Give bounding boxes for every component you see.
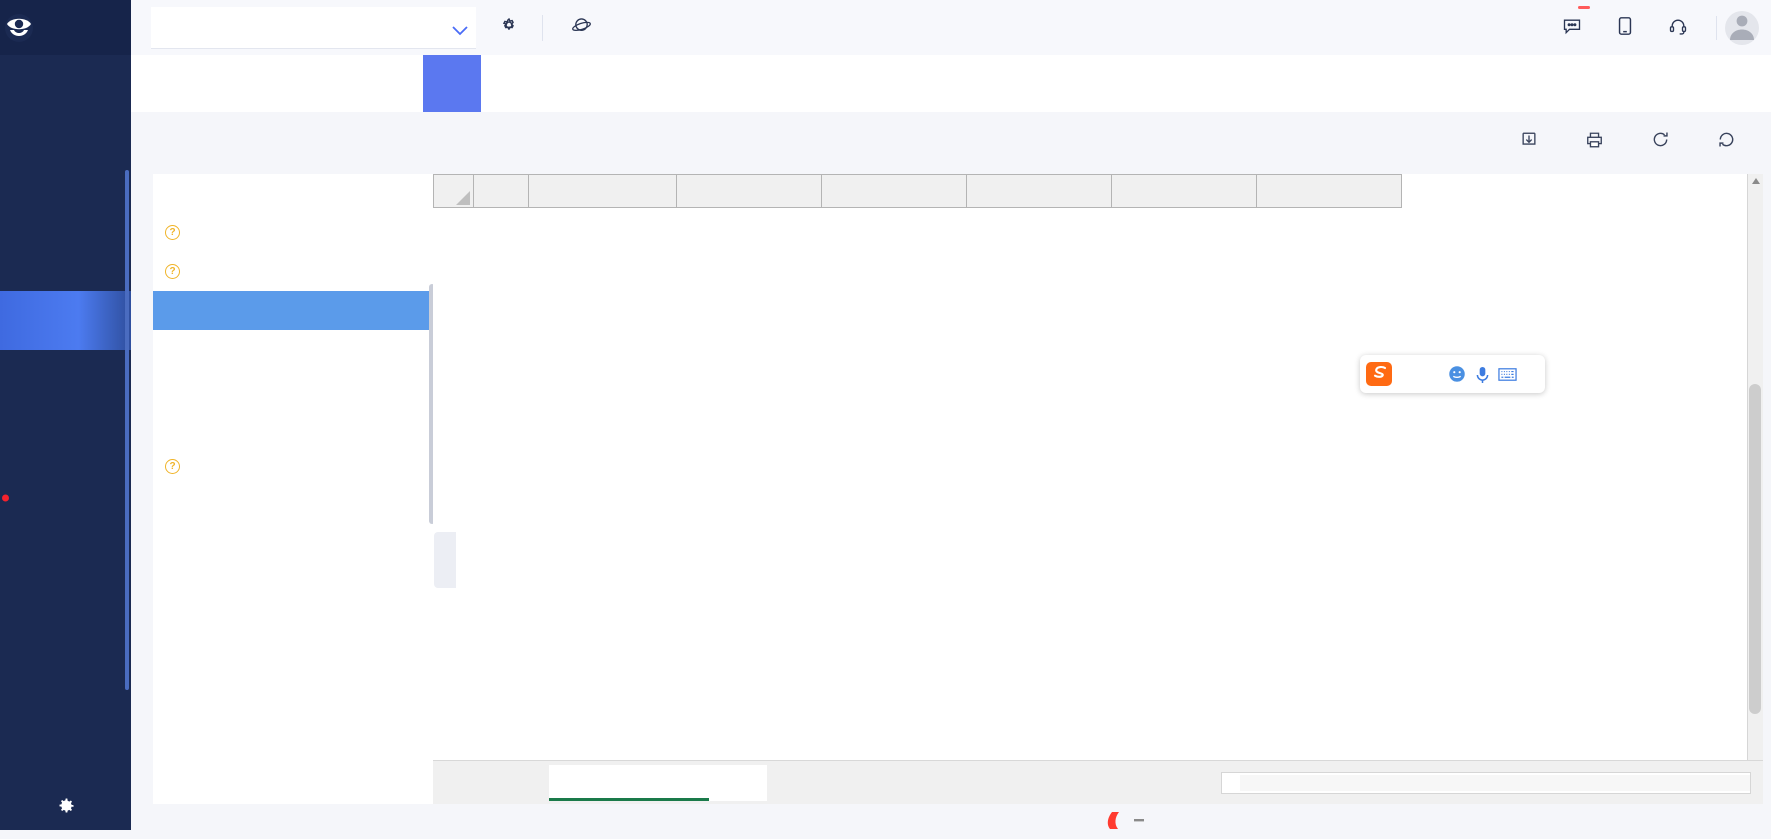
- spreadsheet: [433, 174, 1763, 804]
- help-question-icon[interactable]: ?: [165, 459, 180, 474]
- help-question-icon[interactable]: ?: [165, 264, 180, 279]
- column-header-F[interactable]: [1111, 174, 1257, 208]
- sidebar-item-6[interactable]: [0, 409, 131, 468]
- sidebar-item-8[interactable]: [0, 527, 131, 586]
- warning-row: [131, 112, 1771, 174]
- brand-header: [0, 0, 131, 55]
- view-demo-button[interactable]: [571, 15, 600, 40]
- ime-toolbar: [1360, 355, 1545, 393]
- notification-dot-icon: [2, 494, 9, 501]
- tab-0[interactable]: [131, 55, 191, 112]
- column-header-B[interactable]: [528, 174, 677, 208]
- sidebar-scrollbar[interactable]: [125, 170, 129, 690]
- settings-button[interactable]: [498, 14, 520, 41]
- top-right-divider: [1716, 15, 1717, 40]
- report-file-list: ???: [153, 174, 441, 804]
- file-list-scrollbar[interactable]: [429, 284, 435, 524]
- chevron-down-icon: [452, 23, 468, 36]
- sheet-footer: [433, 760, 1763, 804]
- spreadsheet-grid: [433, 174, 1402, 208]
- top-bar: [131, 0, 1771, 55]
- tab-1[interactable]: [191, 55, 249, 112]
- list-item[interactable]: [153, 330, 441, 369]
- sidebar-item-0[interactable]: [0, 55, 131, 114]
- sidebar-item-4[interactable]: [0, 291, 131, 350]
- sidebar-item-3[interactable]: [0, 232, 131, 291]
- spreadsheet-vertical-scrollbar[interactable]: [1747, 174, 1763, 774]
- column-header-row: [433, 174, 1402, 208]
- corner-triangle-icon: [456, 191, 470, 205]
- sidebar-item-10[interactable]: [0, 645, 131, 704]
- column-header-A[interactable]: [473, 174, 529, 208]
- sheet-tab-blank: [709, 764, 767, 801]
- column-header-C[interactable]: [676, 174, 822, 208]
- list-item[interactable]: [153, 291, 441, 330]
- planet-icon: [571, 15, 592, 40]
- tab-5[interactable]: [423, 55, 481, 112]
- mobile-icon: [1616, 16, 1634, 40]
- column-header-G[interactable]: [1256, 174, 1402, 208]
- scroll-thumb[interactable]: [1749, 384, 1761, 714]
- column-header-D[interactable]: [821, 174, 967, 208]
- refresh-button[interactable]: [1697, 130, 1763, 153]
- scroll-up-arrow-icon[interactable]: [1752, 178, 1760, 184]
- hscroll-track[interactable]: [1240, 774, 1750, 791]
- headset-icon: [1668, 16, 1688, 40]
- refresh-icon: [1717, 130, 1736, 153]
- collapse-panel-handle[interactable]: [434, 532, 456, 588]
- keyboard-icon[interactable]: [1494, 367, 1520, 382]
- list-item[interactable]: [153, 369, 441, 408]
- list-item[interactable]: [153, 564, 441, 603]
- messages-badge: [1578, 5, 1590, 9]
- tab-3[interactable]: [307, 55, 365, 112]
- sidebar: [0, 0, 131, 830]
- sogou-s-icon[interactable]: [1364, 359, 1394, 389]
- smiley-icon[interactable]: [1444, 365, 1470, 383]
- app-download-button[interactable]: [1602, 16, 1654, 40]
- sheet-tab-active[interactable]: [549, 764, 709, 801]
- import-error-select[interactable]: [151, 6, 476, 49]
- tab-bar: [131, 55, 1771, 112]
- list-item[interactable]: [153, 603, 441, 642]
- sidebar-item-2[interactable]: [0, 173, 131, 232]
- list-item[interactable]: [153, 174, 441, 213]
- messages-button[interactable]: [1548, 5, 1602, 40]
- top-right-actions: [1548, 5, 1771, 45]
- help-question-icon[interactable]: ?: [165, 225, 180, 240]
- select-all-corner[interactable]: [433, 174, 474, 208]
- main-content: ???: [131, 112, 1771, 830]
- gear-icon: [498, 17, 520, 40]
- sidebar-item-7[interactable]: [0, 468, 131, 527]
- ime-overflow-glyph: [1090, 812, 1160, 834]
- list-item[interactable]: ?: [153, 252, 441, 291]
- print-icon: [1585, 131, 1604, 153]
- reset-button[interactable]: [1631, 130, 1697, 153]
- list-item[interactable]: [153, 486, 441, 525]
- list-item[interactable]: ?: [153, 213, 441, 252]
- user-avatar-icon: [1727, 14, 1757, 45]
- print-button[interactable]: [1565, 131, 1631, 153]
- gear-icon: [56, 796, 76, 821]
- online-service-button[interactable]: [1654, 16, 1708, 40]
- download-button[interactable]: [1500, 131, 1565, 153]
- sidebar-item-5[interactable]: [0, 350, 131, 409]
- reset-icon: [1651, 130, 1670, 153]
- sidebar-item-9[interactable]: [0, 586, 131, 645]
- avatar[interactable]: [1725, 10, 1759, 45]
- column-header-E[interactable]: [966, 174, 1112, 208]
- list-item[interactable]: [153, 408, 441, 447]
- tab-4[interactable]: [365, 55, 423, 112]
- download-icon: [1520, 131, 1538, 153]
- sidebar-item-1[interactable]: [0, 114, 131, 173]
- sidebar-settings-button[interactable]: [0, 786, 131, 830]
- list-item[interactable]: [153, 525, 441, 564]
- list-item[interactable]: ?: [153, 447, 441, 486]
- toolbar-divider: [542, 14, 543, 41]
- message-icon: [1562, 16, 1582, 40]
- action-buttons: [1500, 130, 1763, 153]
- tab-2[interactable]: [249, 55, 307, 112]
- microphone-icon[interactable]: [1470, 365, 1494, 384]
- spreadsheet-horizontal-scrollbar[interactable]: [1221, 771, 1751, 794]
- eye-logo-icon: [4, 13, 34, 43]
